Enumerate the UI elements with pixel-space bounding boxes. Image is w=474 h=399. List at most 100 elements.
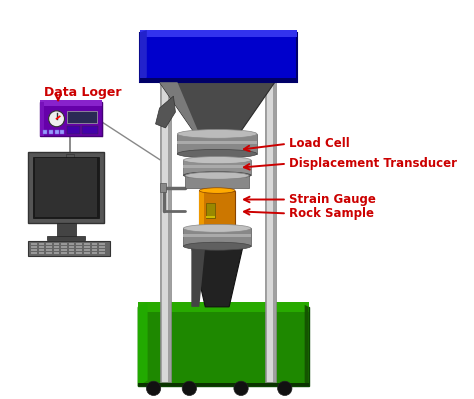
- Bar: [91, 253, 97, 255]
- Bar: [91, 243, 97, 245]
- Polygon shape: [191, 246, 205, 307]
- Circle shape: [234, 381, 248, 395]
- Bar: [31, 246, 36, 248]
- Bar: [55, 130, 59, 134]
- Bar: [177, 141, 257, 144]
- Bar: [54, 246, 59, 248]
- Bar: [54, 253, 59, 255]
- Circle shape: [182, 381, 197, 395]
- Bar: [61, 243, 67, 245]
- Bar: [84, 249, 90, 251]
- Bar: [31, 253, 36, 255]
- Text: Data Loger: Data Loger: [44, 86, 122, 99]
- Bar: [47, 236, 85, 240]
- Bar: [177, 134, 257, 154]
- Bar: [140, 32, 297, 82]
- Polygon shape: [140, 30, 147, 82]
- Bar: [99, 253, 105, 255]
- Ellipse shape: [183, 242, 251, 250]
- Bar: [67, 126, 80, 134]
- Bar: [54, 243, 59, 245]
- Bar: [39, 243, 44, 245]
- Text: Strain Gauge: Strain Gauge: [289, 193, 375, 206]
- Bar: [69, 249, 74, 251]
- Bar: [49, 130, 53, 134]
- Circle shape: [49, 111, 64, 127]
- Bar: [162, 40, 168, 382]
- Bar: [199, 191, 204, 228]
- Text: Displacement Transducer: Displacement Transducer: [289, 157, 457, 170]
- Bar: [60, 130, 64, 134]
- Bar: [82, 126, 98, 134]
- Bar: [69, 243, 74, 245]
- Bar: [160, 183, 166, 192]
- Bar: [213, 156, 221, 164]
- Bar: [34, 156, 99, 218]
- Bar: [76, 243, 82, 245]
- Bar: [183, 160, 251, 175]
- Bar: [140, 78, 297, 82]
- Ellipse shape: [183, 224, 251, 232]
- Bar: [84, 243, 90, 245]
- Bar: [99, 246, 105, 248]
- Ellipse shape: [183, 156, 251, 164]
- Polygon shape: [191, 246, 243, 307]
- Bar: [207, 216, 215, 218]
- Bar: [61, 253, 67, 255]
- Polygon shape: [305, 305, 309, 386]
- Bar: [61, 249, 67, 251]
- Bar: [76, 249, 82, 251]
- Bar: [76, 253, 82, 255]
- Ellipse shape: [199, 188, 235, 194]
- Bar: [44, 130, 47, 134]
- Bar: [39, 246, 44, 248]
- Bar: [46, 253, 52, 255]
- Bar: [137, 383, 309, 386]
- Bar: [183, 165, 251, 168]
- Bar: [183, 234, 251, 237]
- Text: Load Cell: Load Cell: [289, 137, 349, 150]
- Ellipse shape: [177, 130, 257, 138]
- Bar: [140, 30, 297, 37]
- Ellipse shape: [177, 149, 257, 158]
- Bar: [183, 228, 251, 246]
- Bar: [265, 40, 276, 382]
- Bar: [66, 154, 74, 160]
- Bar: [28, 241, 110, 256]
- Bar: [46, 249, 52, 251]
- Bar: [40, 102, 102, 136]
- Bar: [61, 246, 67, 248]
- Polygon shape: [155, 96, 175, 128]
- Bar: [76, 246, 82, 248]
- Bar: [28, 152, 104, 223]
- Ellipse shape: [199, 225, 235, 231]
- Bar: [137, 302, 309, 312]
- Ellipse shape: [185, 172, 249, 179]
- Bar: [69, 246, 74, 248]
- Bar: [46, 246, 52, 248]
- Bar: [56, 223, 76, 239]
- Circle shape: [278, 381, 292, 395]
- Circle shape: [146, 381, 161, 395]
- Bar: [185, 176, 249, 188]
- Bar: [137, 307, 309, 386]
- Polygon shape: [160, 82, 199, 134]
- Bar: [40, 100, 102, 106]
- Bar: [39, 249, 44, 251]
- Polygon shape: [160, 82, 275, 134]
- Bar: [160, 40, 171, 382]
- Bar: [207, 203, 215, 218]
- Bar: [91, 249, 97, 251]
- Bar: [54, 249, 59, 251]
- Bar: [84, 246, 90, 248]
- Bar: [31, 243, 36, 245]
- Bar: [35, 158, 97, 217]
- Polygon shape: [137, 302, 147, 386]
- Ellipse shape: [183, 172, 251, 179]
- Bar: [31, 249, 36, 251]
- Bar: [67, 111, 97, 123]
- Bar: [267, 40, 273, 382]
- Bar: [46, 243, 52, 245]
- Bar: [40, 102, 44, 136]
- Text: Rock Sample: Rock Sample: [289, 207, 374, 220]
